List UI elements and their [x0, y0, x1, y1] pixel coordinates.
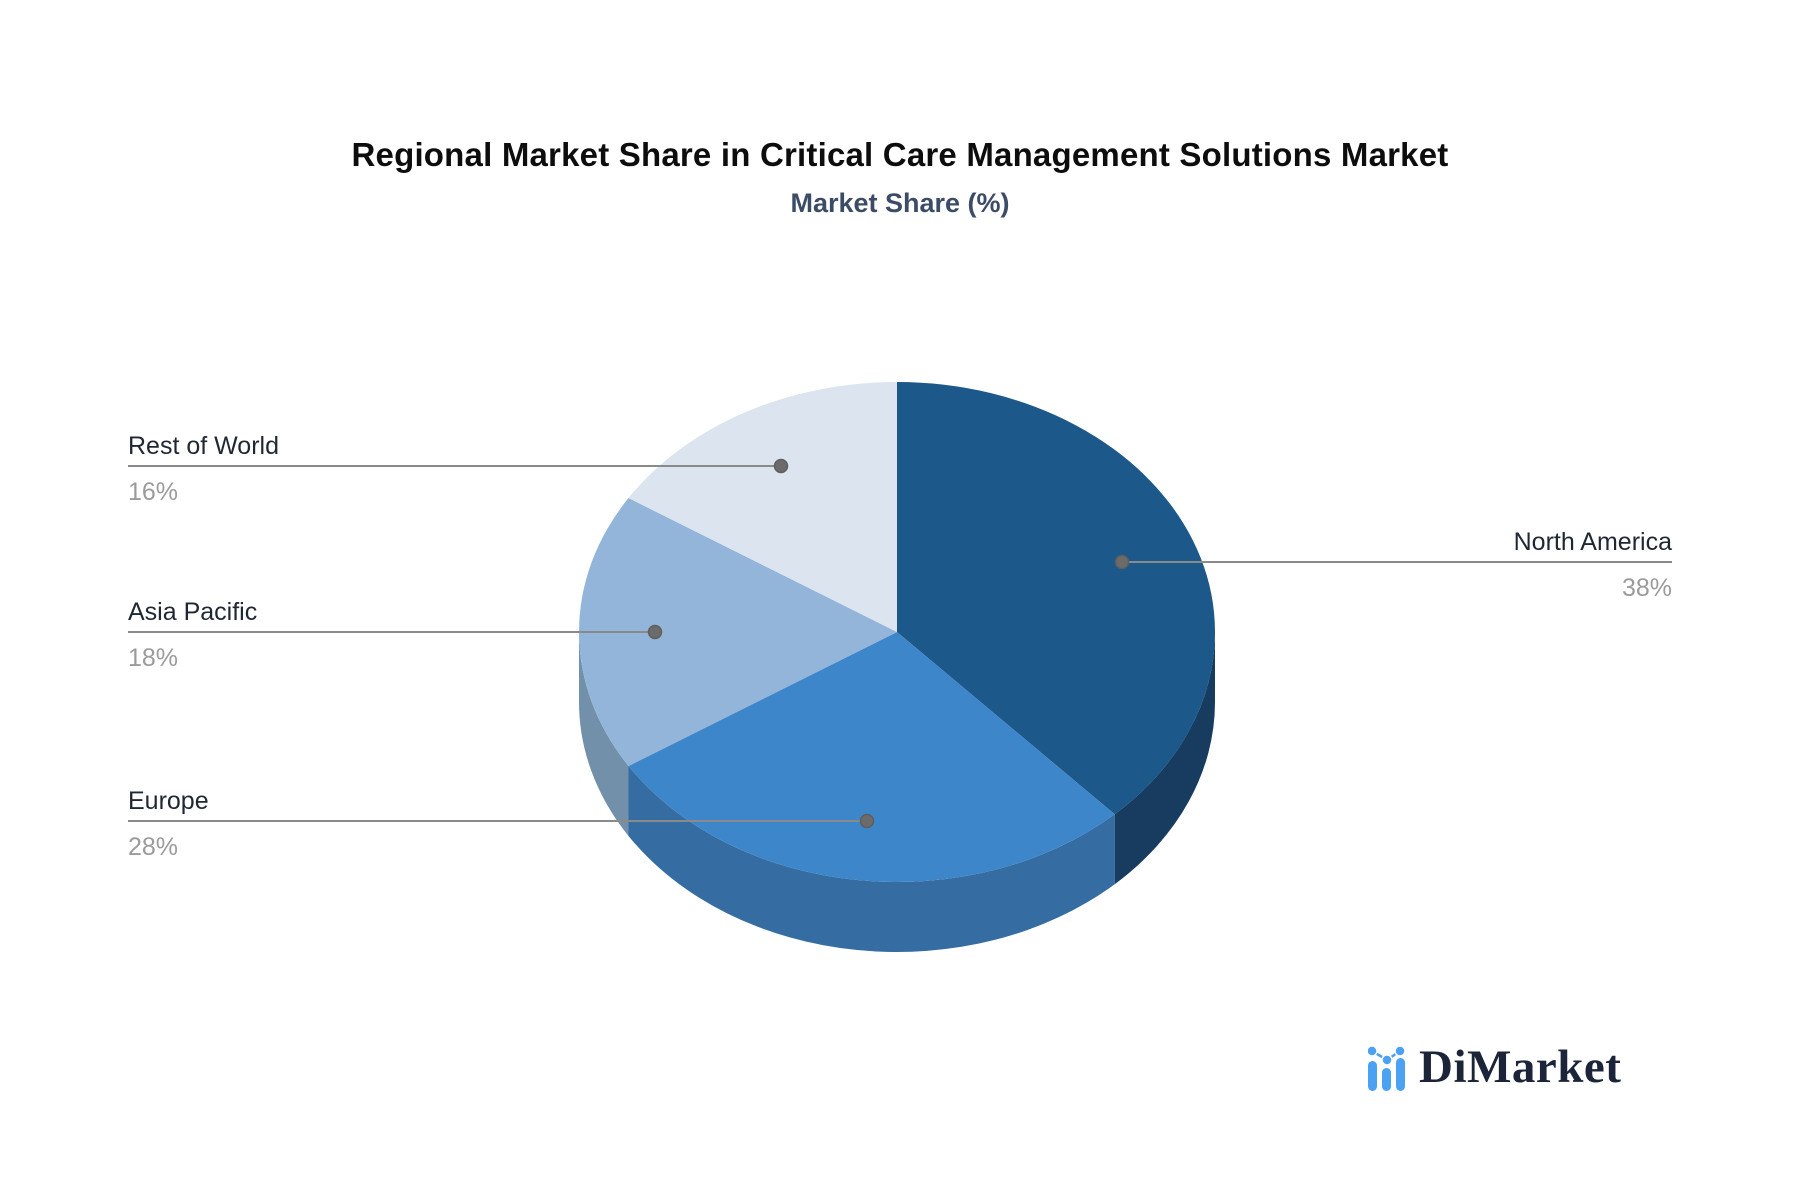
pie-slice-rest-of-world: [628, 382, 897, 632]
logo-dot-middle: [1381, 1054, 1393, 1066]
dimarket-logo-text: DiMarket: [1419, 1041, 1622, 1093]
leader-dot-rest-of-world: [773, 458, 789, 474]
pie-slice-europe-side: [628, 765, 1115, 952]
logo-bar-right: [1396, 1058, 1405, 1091]
pie-slice-asia-pacific-side: [579, 632, 629, 836]
leader-dot-europe: [859, 813, 875, 829]
slice-label-rest-of-world: Rest of World: [128, 432, 279, 460]
logo-dot-right: [1394, 1045, 1406, 1057]
pie-slice-north-america: [897, 382, 1216, 815]
slice-value-rest-of-world: 16%: [128, 478, 178, 506]
pie-slice-north-america-side: [1114, 632, 1215, 885]
slice-label-north-america: North America: [1514, 528, 1672, 556]
slice-label-asia-pacific: Asia Pacific: [128, 598, 257, 626]
leader-dot-asia-pacific: [647, 624, 663, 640]
slice-value-asia-pacific: 18%: [128, 644, 178, 672]
dimarket-logo: DiMarket: [1368, 1044, 1621, 1091]
logo-dot-left: [1368, 1045, 1378, 1057]
chart-subtitle: Market Share (%): [790, 188, 1010, 218]
logo-bar-left: [1368, 1061, 1377, 1091]
dimarket-logo-icon: [1368, 1045, 1406, 1091]
slice-value-north-america: 38%: [1622, 574, 1672, 602]
chart-title: Regional Market Share in Critical Care M…: [351, 136, 1449, 173]
leader-dot-north-america: [1114, 554, 1130, 570]
pie-slice-europe: [628, 632, 1115, 883]
logo-bar-middle: [1382, 1068, 1391, 1091]
slice-label-europe: Europe: [128, 787, 209, 815]
slice-value-europe: 28%: [128, 833, 178, 861]
pie-slice-asia-pacific: [578, 498, 897, 766]
